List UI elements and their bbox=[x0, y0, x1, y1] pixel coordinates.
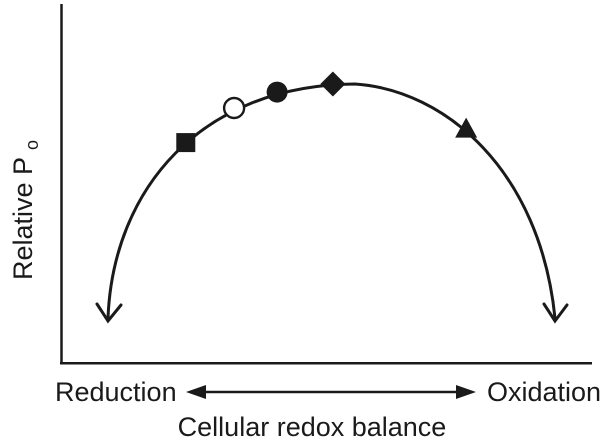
redox-curve bbox=[106, 82, 557, 320]
marker-open-circle bbox=[222, 96, 246, 120]
marker-filled-diamond bbox=[320, 71, 346, 97]
x-axis-right-label: Oxidation bbox=[487, 377, 600, 407]
curve-right-arrowhead-icon bbox=[542, 302, 569, 324]
y-axis-title-subscript: o bbox=[22, 140, 42, 150]
curve-left-arrowhead-icon bbox=[95, 302, 123, 324]
y-axis-title-main: Relative P bbox=[8, 157, 38, 280]
x-axis-title: Cellular redox balance bbox=[178, 412, 447, 440]
arrow-left-head-icon bbox=[186, 385, 206, 399]
marker-filled-triangle bbox=[455, 117, 478, 138]
marker-filled-circle bbox=[266, 81, 288, 103]
arrow-right-head-icon bbox=[456, 385, 476, 399]
redox-direction-arrow bbox=[186, 385, 476, 399]
marker-layer bbox=[176, 71, 478, 153]
marker-filled-square bbox=[176, 133, 196, 153]
x-axis-left-label: Reduction bbox=[55, 377, 177, 407]
y-axis-title: Relative P o bbox=[8, 140, 42, 280]
